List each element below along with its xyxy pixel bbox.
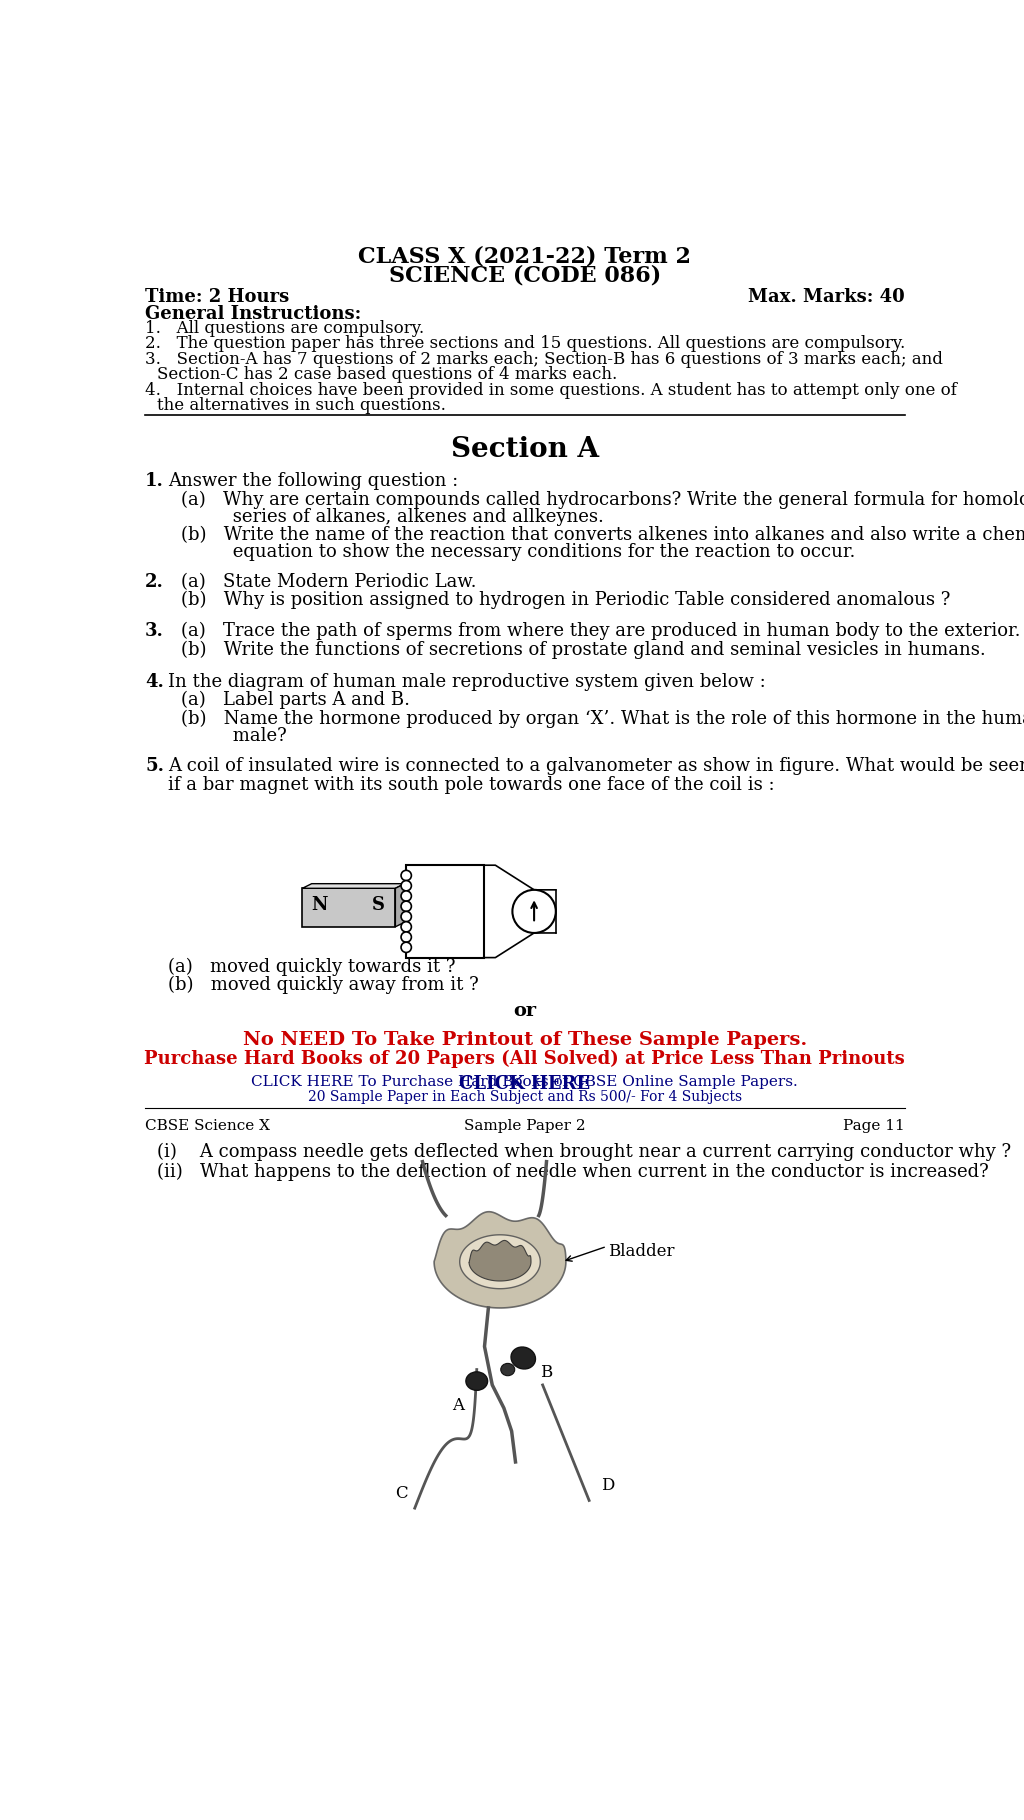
Text: Answer the following question :: Answer the following question : [168, 473, 459, 491]
Text: the alternatives in such questions.: the alternatives in such questions. [158, 397, 446, 413]
Text: (b)   Write the functions of secretions of prostate gland and seminal vesicles i: (b) Write the functions of secretions of… [180, 641, 985, 659]
Circle shape [401, 932, 412, 943]
Text: (a)   moved quickly towards it ?: (a) moved quickly towards it ? [168, 957, 456, 976]
Text: male?: male? [180, 726, 287, 744]
Circle shape [401, 870, 412, 881]
Text: if a bar magnet with its south pole towards one face of the coil is :: if a bar magnet with its south pole towa… [168, 775, 775, 794]
Text: Section-C has 2 case based questions of 4 marks each.: Section-C has 2 case based questions of … [158, 366, 617, 384]
Text: Max. Marks: 40: Max. Marks: 40 [748, 288, 904, 306]
Text: B: B [541, 1365, 553, 1381]
Polygon shape [302, 888, 395, 926]
Polygon shape [460, 1234, 541, 1289]
Polygon shape [395, 885, 404, 926]
Circle shape [512, 890, 556, 934]
Text: (b)   Why is position assigned to hydrogen in Periodic Table considered anomalou: (b) Why is position assigned to hydrogen… [180, 592, 950, 610]
Circle shape [401, 943, 412, 952]
Text: 4.: 4. [145, 673, 164, 692]
Text: CLASS X (2021-22) Term 2: CLASS X (2021-22) Term 2 [358, 246, 691, 268]
Text: Sample Paper 2: Sample Paper 2 [464, 1119, 586, 1134]
Text: A: A [452, 1396, 464, 1414]
Text: Section A: Section A [451, 435, 599, 462]
Text: (i)    A compass needle gets deflected when brought near a current carrying cond: (i) A compass needle gets deflected when… [158, 1143, 1012, 1161]
Text: D: D [601, 1478, 614, 1494]
Text: 3.: 3. [145, 622, 164, 641]
Ellipse shape [511, 1347, 536, 1369]
Text: (a)   Why are certain compounds called hydrocarbons? Write the general formula f: (a) Why are certain compounds called hyd… [180, 491, 1024, 510]
Polygon shape [434, 1212, 566, 1309]
Text: A coil of insulated wire is connected to a galvanometer as show in figure. What : A coil of insulated wire is connected to… [168, 757, 1024, 775]
Bar [407, 864, 483, 957]
Ellipse shape [501, 1363, 515, 1376]
Text: Bladder: Bladder [608, 1243, 675, 1259]
Text: (b)   Name the hormone produced by organ ‘X’. What is the role of this hormone i: (b) Name the hormone produced by organ ‘… [180, 710, 1024, 728]
Text: SCIENCE (CODE 086): SCIENCE (CODE 086) [389, 264, 660, 286]
Text: 2.: 2. [145, 573, 164, 592]
Text: 4.   Internal choices have been provided in some questions. A student has to att: 4. Internal choices have been provided i… [145, 382, 956, 399]
Text: Page 11: Page 11 [843, 1119, 904, 1134]
Circle shape [401, 890, 412, 901]
Text: CBSE Science X: CBSE Science X [145, 1119, 270, 1134]
Text: (a)   Label parts A and B.: (a) Label parts A and B. [180, 692, 410, 710]
Text: Time: 2 Hours: Time: 2 Hours [145, 288, 290, 306]
Text: series of alkanes, alkenes and allkeynes.: series of alkanes, alkenes and allkeynes… [180, 508, 603, 526]
Text: In the diagram of human male reproductive system given below :: In the diagram of human male reproductiv… [168, 673, 766, 692]
Text: General Instructions:: General Instructions: [145, 304, 361, 322]
Text: 1.   All questions are compulsory.: 1. All questions are compulsory. [145, 320, 424, 337]
Text: (b)   moved quickly away from it ?: (b) moved quickly away from it ? [168, 976, 479, 994]
Text: CLICK HERE To Purchase Hard Books of CBSE Online Sample Papers.: CLICK HERE To Purchase Hard Books of CBS… [252, 1074, 798, 1088]
Text: or: or [513, 1003, 537, 1021]
Text: No NEED To Take Printout of These Sample Papers.: No NEED To Take Printout of These Sample… [243, 1030, 807, 1048]
Circle shape [401, 881, 412, 890]
Circle shape [401, 912, 412, 921]
Text: C: C [395, 1485, 408, 1502]
Text: Purchase Hard Books of 20 Papers (All Solved) at Price Less Than Prinouts: Purchase Hard Books of 20 Papers (All So… [144, 1050, 905, 1068]
Text: CLICK HERE: CLICK HERE [459, 1074, 591, 1092]
Text: (a)   State Modern Periodic Law.: (a) State Modern Periodic Law. [180, 573, 476, 592]
Text: (a)   Trace the path of sperms from where they are produced in human body to the: (a) Trace the path of sperms from where … [180, 622, 1020, 641]
Text: N: N [311, 895, 328, 914]
Circle shape [401, 901, 412, 912]
Text: S: S [372, 895, 385, 914]
Text: (ii)   What happens to the deflection of needle when current in the conductor is: (ii) What happens to the deflection of n… [158, 1163, 989, 1181]
Text: 5.: 5. [145, 757, 164, 775]
Text: equation to show the necessary conditions for the reaction to occur.: equation to show the necessary condition… [180, 544, 855, 561]
Ellipse shape [466, 1372, 487, 1390]
Text: 20 Sample Paper in Each Subject and Rs 500/- For 4 Subjects: 20 Sample Paper in Each Subject and Rs 5… [308, 1090, 741, 1105]
Text: 2.   The question paper has three sections and 15 questions. All questions are c: 2. The question paper has three sections… [145, 335, 905, 353]
Text: 1.: 1. [145, 473, 164, 491]
Polygon shape [302, 885, 404, 888]
Polygon shape [469, 1241, 531, 1281]
Text: 3.   Section-A has 7 questions of 2 marks each; Section-B has 6 questions of 3 m: 3. Section-A has 7 questions of 2 marks … [145, 351, 943, 368]
Text: (b)   Write the name of the reaction that converts alkenes into alkanes and also: (b) Write the name of the reaction that … [180, 526, 1024, 544]
Circle shape [401, 921, 412, 932]
